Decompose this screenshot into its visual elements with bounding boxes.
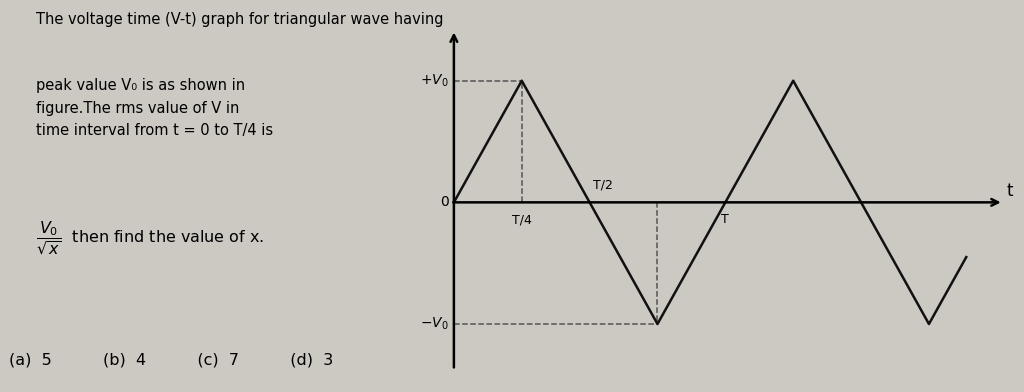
- Text: T/2: T/2: [593, 178, 613, 191]
- Text: $\dfrac{V_0}{\sqrt{x}}$  then find the value of x.: $\dfrac{V_0}{\sqrt{x}}$ then find the va…: [36, 220, 264, 257]
- Text: T: T: [722, 213, 729, 226]
- Text: $+V_0$: $+V_0$: [420, 73, 449, 89]
- Text: (a)  5          (b)  4          (c)  7          (d)  3: (a) 5 (b) 4 (c) 7 (d) 3: [9, 353, 333, 368]
- Text: The voltage time (V-t) graph for triangular wave having: The voltage time (V-t) graph for triangu…: [36, 12, 443, 27]
- Text: t: t: [1007, 182, 1013, 200]
- Text: $-V_0$: $-V_0$: [420, 316, 449, 332]
- Text: T/4: T/4: [512, 213, 531, 226]
- Text: peak value V₀ is as shown in
figure.The rms value of V in
time interval from t =: peak value V₀ is as shown in figure.The …: [36, 78, 273, 138]
- Text: 0: 0: [439, 195, 449, 209]
